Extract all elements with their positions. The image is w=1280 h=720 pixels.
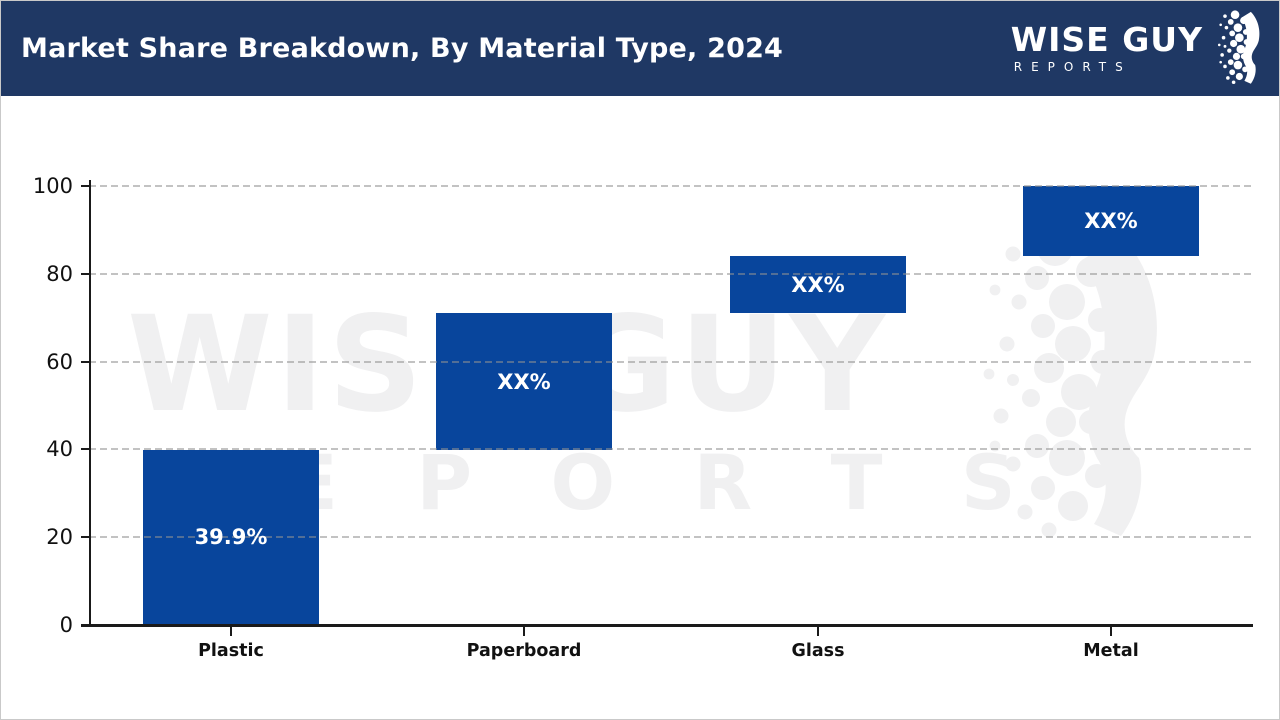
gridline-40 [89, 448, 1253, 451]
brand-logo-subtitle: REPORTS [1013, 60, 1132, 74]
y-tick-label: 40 [46, 437, 73, 462]
header-bar: Market Share Breakdown, By Material Type… [1, 1, 1279, 96]
bar-paperboard [436, 313, 612, 450]
gridline-20 [89, 536, 1253, 539]
x-tick-label-plastic: Plastic [198, 641, 264, 661]
gridline-60 [89, 360, 1253, 363]
waterfall-chart: WISE GUY R E P O R T S 0 20 40 60 80 100 39.9%… [1, 96, 1279, 719]
x-tick-mark [817, 627, 819, 636]
y-tick-mark [81, 185, 89, 187]
y-tick-mark [81, 360, 89, 363]
bar-value-label-plastic: 39.9% [194, 525, 268, 550]
y-tick-label: 100 [32, 174, 73, 198]
gridline-80 [89, 272, 1253, 275]
y-tick-mark [81, 272, 89, 275]
y-tick-mark [81, 536, 89, 539]
x-tick-mark [1110, 627, 1112, 636]
bar-glass [730, 256, 906, 314]
y-tick-mark [81, 448, 89, 451]
page-title: Market Share Breakdown, By Material Type… [21, 33, 784, 64]
x-axis-line [81, 624, 1253, 627]
y-tick-label: 60 [46, 349, 73, 374]
bar-value-label-paperboard: XX% [497, 369, 551, 394]
x-tick-mark [230, 627, 232, 636]
y-tick-label: 20 [46, 525, 73, 550]
bar-metal [1023, 186, 1199, 257]
bar-value-label-metal: XX% [1084, 209, 1138, 234]
brand-logo: WISE GUY REPORTS [1011, 9, 1261, 88]
bar-value-label-glass: XX% [791, 272, 845, 297]
y-tick-label: 0 [59, 613, 73, 637]
gridline-100 [89, 185, 1253, 187]
x-tick-label-paperboard: Paperboard [466, 641, 582, 661]
brand-logo-name: WISE GUY [1010, 20, 1203, 59]
x-tick-label-glass: Glass [791, 641, 845, 661]
y-axis-line [89, 180, 91, 627]
brand-logo-text: WISE GUY REPORTS [1011, 23, 1203, 74]
x-tick-mark [523, 627, 525, 636]
y-tick-label: 80 [46, 261, 73, 286]
x-tick-label-metal: Metal [1083, 641, 1139, 661]
